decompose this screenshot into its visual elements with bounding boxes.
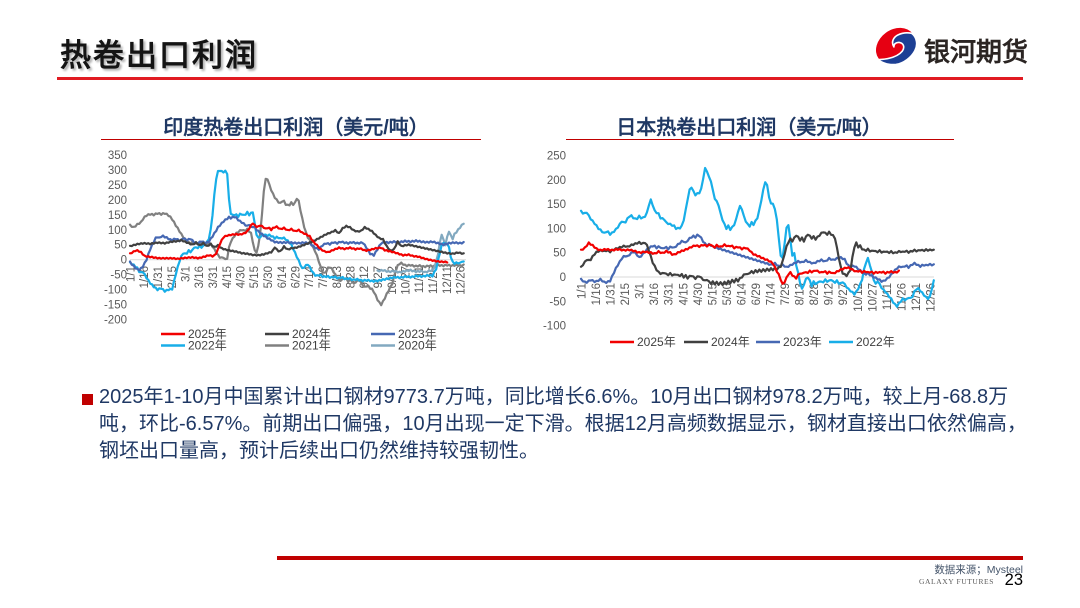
svg-text:0: 0 — [560, 272, 566, 284]
svg-text:2020年: 2020年 — [398, 339, 437, 353]
svg-text:2/15: 2/15 — [620, 283, 632, 305]
svg-text:-200: -200 — [104, 315, 127, 327]
svg-text:9/27: 9/27 — [373, 266, 385, 288]
svg-text:3/31: 3/31 — [208, 266, 220, 288]
svg-text:100: 100 — [547, 223, 566, 235]
svg-text:12/11: 12/11 — [442, 266, 454, 294]
svg-text:100: 100 — [108, 225, 127, 237]
svg-text:4/15: 4/15 — [222, 266, 234, 288]
svg-text:300: 300 — [108, 165, 127, 177]
svg-text:8/28: 8/28 — [346, 266, 358, 288]
svg-text:250: 250 — [547, 151, 566, 163]
svg-text:2024年: 2024年 — [292, 327, 331, 341]
svg-text:7/29: 7/29 — [780, 283, 792, 305]
svg-text:200: 200 — [108, 195, 127, 207]
svg-text:2021年: 2021年 — [292, 339, 331, 353]
svg-text:50: 50 — [114, 240, 127, 252]
svg-text:9/12: 9/12 — [824, 283, 836, 305]
svg-text:250: 250 — [108, 180, 127, 192]
svg-text:5/15: 5/15 — [249, 266, 261, 288]
svg-text:1/31: 1/31 — [153, 266, 165, 288]
svg-text:3/1: 3/1 — [635, 283, 647, 299]
svg-text:8/13: 8/13 — [795, 283, 807, 305]
svg-text:1/1: 1/1 — [126, 266, 138, 282]
svg-text:3/31: 3/31 — [664, 283, 676, 305]
svg-text:10/27: 10/27 — [867, 283, 879, 312]
svg-text:9/27: 9/27 — [838, 283, 850, 305]
svg-text:2025年: 2025年 — [637, 335, 676, 349]
svg-text:350: 350 — [108, 150, 127, 162]
svg-text:6/29: 6/29 — [291, 266, 303, 288]
svg-text:10/27: 10/27 — [401, 266, 413, 295]
svg-text:2023年: 2023年 — [398, 327, 437, 341]
svg-text:1/1: 1/1 — [577, 283, 589, 299]
svg-text:-100: -100 — [104, 285, 127, 297]
svg-text:-100: -100 — [543, 321, 566, 333]
svg-text:2025年: 2025年 — [188, 327, 227, 341]
svg-text:4/30: 4/30 — [693, 283, 705, 305]
svg-text:3/16: 3/16 — [194, 266, 206, 288]
svg-text:6/14: 6/14 — [736, 282, 748, 305]
svg-text:-50: -50 — [110, 270, 127, 282]
svg-text:3/16: 3/16 — [649, 283, 661, 305]
svg-text:50: 50 — [553, 248, 566, 260]
svg-text:8/28: 8/28 — [809, 283, 821, 305]
svg-text:7/14: 7/14 — [766, 282, 778, 305]
svg-text:12/26: 12/26 — [926, 283, 938, 312]
svg-text:5/15: 5/15 — [707, 283, 719, 305]
svg-text:1/31: 1/31 — [606, 283, 618, 305]
svg-text:6/14: 6/14 — [277, 265, 289, 288]
svg-text:5/30: 5/30 — [263, 266, 275, 288]
svg-text:150: 150 — [547, 199, 566, 211]
svg-text:4/30: 4/30 — [236, 266, 248, 288]
svg-text:200: 200 — [547, 175, 566, 187]
svg-text:5/30: 5/30 — [722, 283, 734, 305]
svg-text:11/26: 11/26 — [428, 266, 440, 294]
svg-text:2022年: 2022年 — [188, 339, 227, 353]
svg-text:-150: -150 — [104, 300, 127, 312]
svg-text:150: 150 — [108, 210, 127, 222]
svg-text:3/1: 3/1 — [181, 266, 193, 282]
svg-text:2024年: 2024年 — [711, 335, 750, 349]
svg-text:12/26: 12/26 — [456, 266, 468, 295]
svg-text:0: 0 — [121, 255, 127, 267]
svg-text:2022年: 2022年 — [856, 335, 895, 349]
svg-text:4/15: 4/15 — [678, 283, 690, 305]
svg-text:9/12: 9/12 — [359, 266, 371, 288]
svg-text:-50: -50 — [549, 296, 566, 308]
svg-text:11/11: 11/11 — [414, 266, 426, 293]
svg-text:1/16: 1/16 — [591, 283, 603, 305]
svg-text:6/29: 6/29 — [751, 283, 763, 305]
svg-text:2023年: 2023年 — [783, 335, 822, 349]
